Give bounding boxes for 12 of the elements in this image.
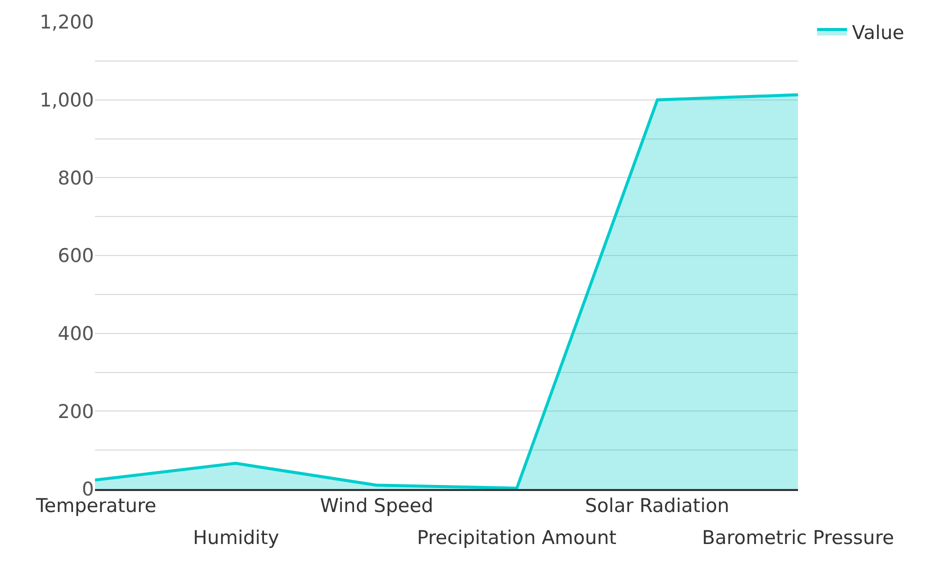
x-tick-label: Wind Speed [320,495,434,517]
y-tick-label: 400 [58,322,94,345]
y-tick-label: 200 [58,400,94,423]
legend-label: Value [852,22,904,44]
x-tick-label: Solar Radiation [585,495,730,517]
y-tick-label: 1,000 [40,89,94,112]
y-tick-label: 800 [58,167,94,190]
x-tick-label: Precipitation Amount [417,527,616,549]
y-tick-label: 600 [58,245,94,268]
x-tick-label: Humidity [193,527,280,549]
y-tick-label: 1,200 [40,12,94,34]
x-tick-label: Barometric Pressure [702,527,894,549]
